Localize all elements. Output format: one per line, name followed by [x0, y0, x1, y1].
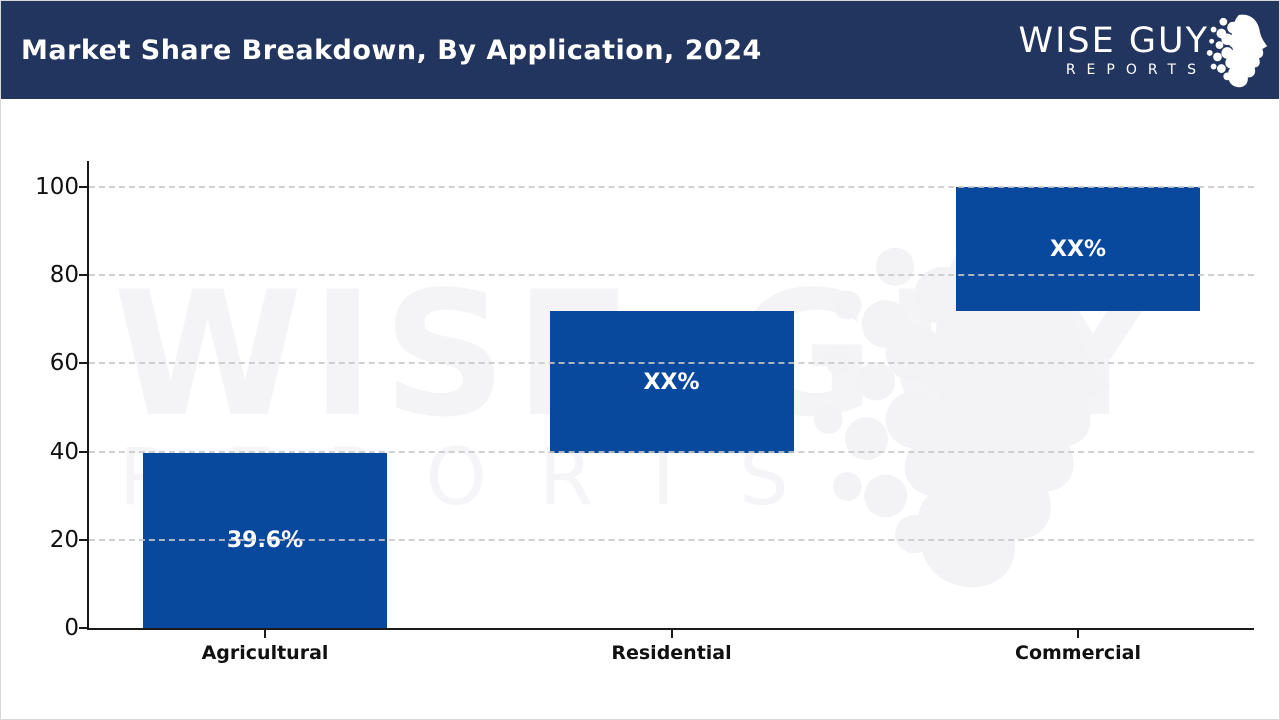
gridline-y100	[89, 186, 1254, 188]
wise-guy-reports-logo: WISE GUY REPORTS	[1018, 11, 1271, 91]
y-tick-60	[79, 362, 87, 365]
x-tick-agricultural	[264, 630, 266, 638]
x-tick-residential	[670, 630, 673, 638]
y-tick-label-60: 60	[49, 350, 79, 377]
bar-residential: XX%	[549, 311, 794, 454]
x-axis-line	[87, 628, 1254, 630]
bar-value-label-commercial: XX%	[1050, 236, 1106, 262]
y-tick-20	[79, 538, 87, 541]
x-category-label-agricultural: Agricultural	[201, 642, 329, 664]
y-tick-40	[79, 450, 87, 453]
y-axis-line	[87, 160, 89, 630]
x-category-label-commercial: Commercial	[1015, 642, 1141, 664]
y-tick-label-80: 80	[49, 262, 79, 289]
y-tick-label-20: 20	[49, 526, 79, 553]
page-title: Market Share Breakdown, By Application, …	[21, 34, 762, 66]
bar-commercial: XX%	[956, 187, 1200, 312]
logo-wiseguy-label: WISE GUY	[1018, 21, 1209, 61]
y-tick-label-40: 40	[49, 438, 79, 465]
y-tick-80	[79, 274, 87, 277]
gridline-y80	[89, 274, 1254, 277]
logo-head-icon	[1206, 14, 1268, 88]
logo-reports-label: REPORTS	[1065, 62, 1207, 78]
gridline-y60	[89, 362, 1254, 365]
y-tick-label-100: 100	[35, 174, 79, 200]
x-category-label-residential: Residential	[611, 642, 732, 664]
x-tick-commercial	[1077, 630, 1079, 638]
y-tick-100	[79, 186, 87, 188]
logo-text: WISE GUY REPORTS	[1018, 21, 1209, 79]
y-tick-0	[79, 627, 87, 629]
y-tick-label-0: 0	[64, 615, 79, 641]
header-bar: Market Share Breakdown, By Application, …	[1, 1, 1279, 99]
gridline-y40	[89, 450, 1254, 453]
bar-value-label-residential: XX%	[643, 369, 700, 395]
gridline-y20	[89, 538, 1254, 541]
